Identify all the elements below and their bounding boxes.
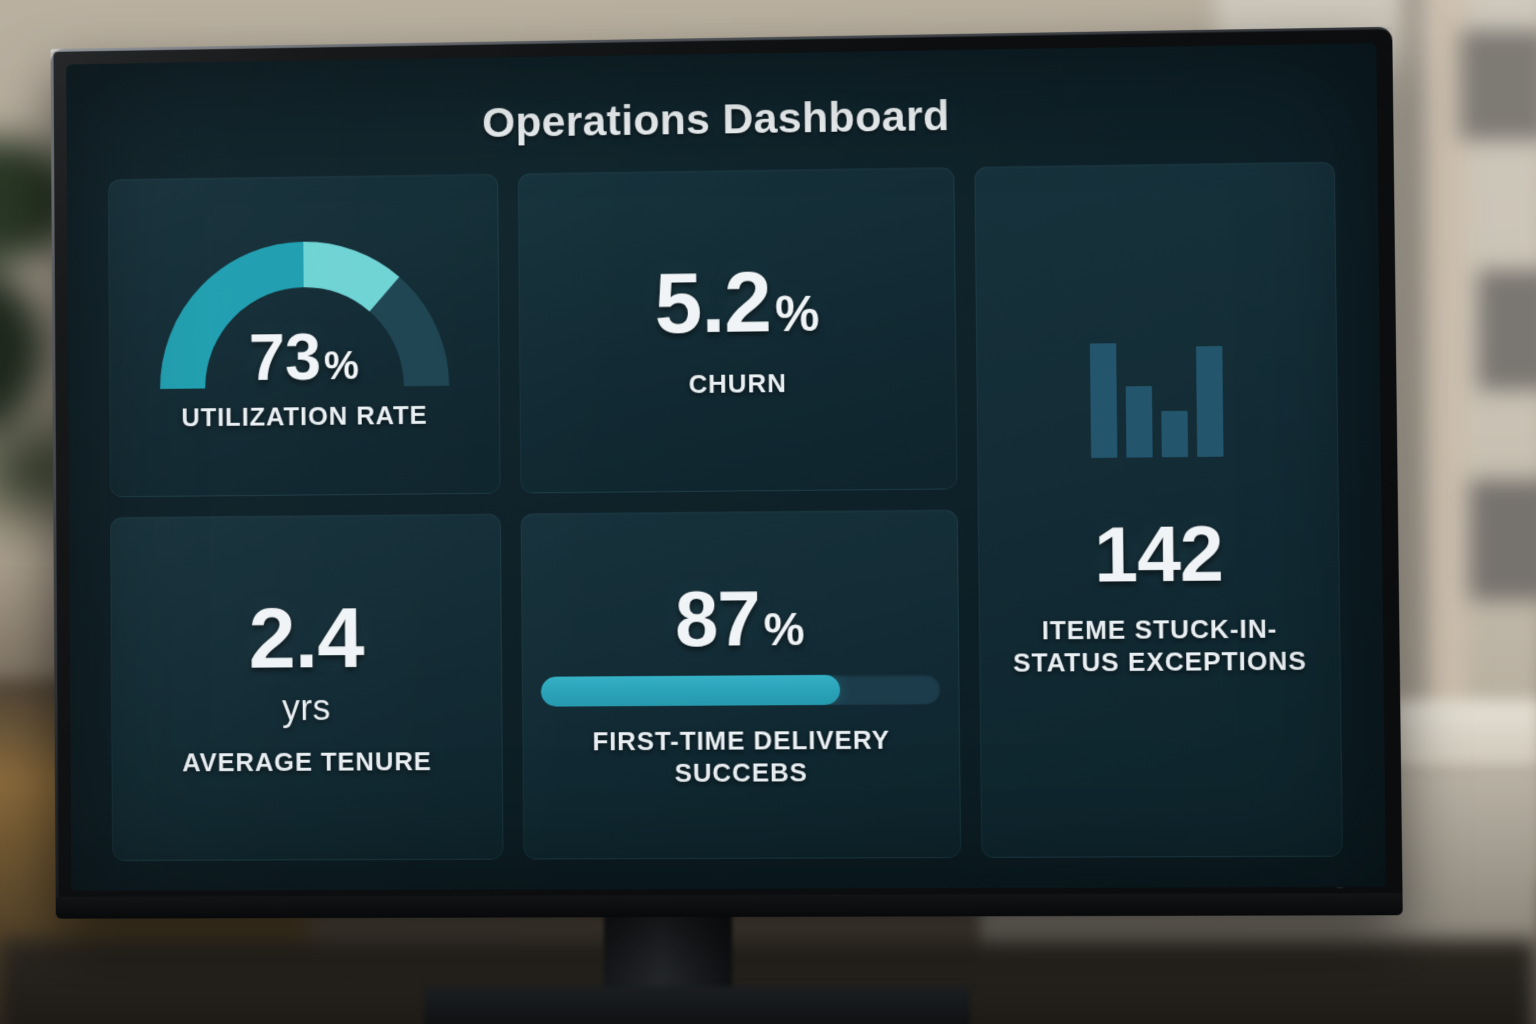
tenure-unit: yrs [281, 686, 331, 728]
card-exceptions[interactable]: 142 ITEME STUCK-IN-STATUS EXCEPTIONS [974, 161, 1343, 858]
tenure-label: AVERAGE TENURE [182, 745, 432, 777]
page-title: Operations Dashboard [481, 92, 950, 147]
monitor-chin [55, 892, 1403, 919]
building-window-2 [1478, 270, 1536, 390]
tenure-value: 2.4 [248, 590, 364, 687]
screen: Operations Dashboard 73 % [66, 43, 1387, 891]
bar-chart-icon [1090, 342, 1224, 458]
churn-percent-symbol: % [774, 285, 820, 343]
exceptions-value: 142 [1093, 508, 1224, 599]
monitor-stand-base [424, 986, 970, 1024]
delivery-progress-bar[interactable] [541, 673, 941, 707]
kpi-grid: 73 % UTILIZATION RATE 5.2 % CHURN [108, 161, 1343, 861]
churn-label: CHURN [688, 368, 787, 400]
utilization-value: 73 [248, 319, 322, 394]
card-average-tenure[interactable]: 2.4 yrs AVERAGE TENURE [110, 513, 504, 861]
utilization-percent-symbol: % [323, 344, 360, 389]
utilization-gauge: 73 % [156, 237, 452, 395]
card-utilization-rate[interactable]: 73 % UTILIZATION RATE [108, 174, 501, 497]
churn-value: 5.2 [654, 254, 772, 352]
delivery-progress-fill [541, 674, 841, 707]
exceptions-value-group: 142 [1093, 508, 1224, 599]
card-churn[interactable]: 5.2 % CHURN [518, 166, 958, 494]
delivery-value: 87 [674, 574, 761, 664]
building-window-1 [1460, 30, 1536, 140]
gauge-fill-right [303, 263, 384, 295]
building-window-3 [1470, 480, 1536, 600]
delivery-label: FIRST-TIME DELIVERY SUCCEBS [592, 724, 891, 788]
utilization-label: UTILIZATION RATE [181, 399, 428, 433]
tenure-value-group: 2.4 [248, 590, 364, 687]
delivery-percent-symbol: % [763, 603, 805, 656]
utilization-value-group: 73 % [156, 319, 452, 394]
exceptions-label: ITEME STUCK-IN-STATUS EXCEPTIONS [1012, 613, 1308, 678]
monitor: Operations Dashboard 73 % [50, 26, 1403, 919]
churn-value-group: 5.2 % [654, 254, 820, 352]
delivery-value-group: 87 % [674, 574, 805, 664]
card-first-time-delivery[interactable]: 87 % FIRST-TIME DELIVERY SUCCEBS [520, 509, 962, 860]
